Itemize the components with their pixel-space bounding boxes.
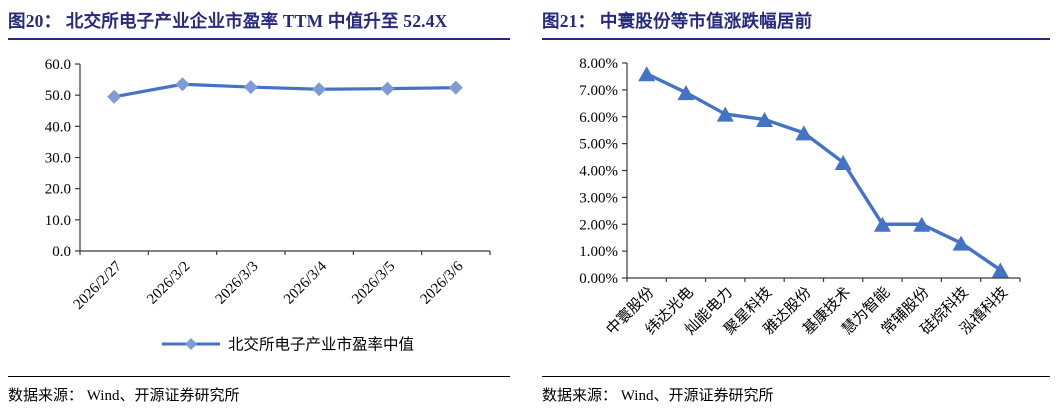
chart-legend: 北交所电子产业市盈率中值 — [162, 336, 414, 354]
svg-text:1.00%: 1.00% — [579, 244, 618, 260]
market-cap-change-line-chart: 0.00% 1.00% 2.00% 3.00% 4.00% 5.00% 6.00% 7.00%… — [579, 56, 1021, 338]
svg-text:0.0: 0.0 — [52, 244, 71, 260]
y-axis-labels: 0.0 10.0 20.0 30.0 40.0 50.0 60.0 — [45, 57, 71, 260]
figure-20-data-source-note: 数据来源： Wind、开源证券研究所 — [8, 376, 510, 405]
x-axis-labels: 2026/2/27 2026/3/2 2026/3/3 2026/3/4 2026/3/… — [71, 258, 467, 313]
svg-text:6.00%: 6.00% — [579, 110, 618, 126]
series-line — [112, 82, 458, 99]
svg-text:2026/2/27: 2026/2/27 — [71, 258, 126, 313]
svg-text:2026/3/2: 2026/3/2 — [144, 259, 193, 308]
svg-text:40.0: 40.0 — [45, 119, 71, 135]
svg-text:4.00%: 4.00% — [579, 164, 618, 180]
legend-label: 北交所电子产业市盈率中值 — [228, 336, 414, 354]
svg-text:5.00%: 5.00% — [579, 137, 618, 153]
svg-text:30.0: 30.0 — [45, 151, 71, 167]
figure-20-title: 图20： 北交所电子产业企业市盈率 TTM 中值升至 52.4X — [8, 6, 510, 40]
figure-21-title: 图21： 中寰股份等市值涨跌幅居前 — [542, 6, 1050, 40]
svg-text:8.00%: 8.00% — [579, 56, 618, 72]
figure-21-data-source-note: 数据来源： Wind、开源证券研究所 — [542, 376, 1050, 405]
axis — [75, 63, 491, 255]
svg-text:2026/3/5: 2026/3/5 — [349, 259, 398, 308]
svg-text:7.00%: 7.00% — [579, 83, 618, 99]
svg-text:2026/3/4: 2026/3/4 — [281, 258, 330, 307]
figure-21-panel: 图21： 中寰股份等市值涨跌幅居前 0.00% 1.00% 2.00% 3.00% 4.… — [530, 0, 1060, 414]
data-point-markers — [638, 66, 1009, 278]
svg-text:50.0: 50.0 — [45, 88, 71, 104]
data-point-markers — [107, 77, 463, 104]
figure-20-panel: 图20： 北交所电子产业企业市盈率 TTM 中值升至 52.4X 0.0 10.0… — [8, 6, 510, 405]
svg-text:60.0: 60.0 — [45, 57, 71, 73]
svg-text:3.00%: 3.00% — [579, 190, 618, 206]
svg-text:2.00%: 2.00% — [579, 217, 618, 233]
axis — [622, 62, 1021, 282]
svg-text:10.0: 10.0 — [45, 213, 71, 229]
svg-text:0.00%: 0.00% — [579, 271, 618, 287]
svg-text:20.0: 20.0 — [45, 182, 71, 198]
svg-text:2026/3/3: 2026/3/3 — [213, 259, 262, 308]
series-line — [644, 72, 1003, 272]
svg-text:2026/3/6: 2026/3/6 — [418, 258, 467, 307]
y-axis-labels: 0.00% 1.00% 2.00% 3.00% 4.00% 5.00% 6.00% 7.00%… — [579, 56, 618, 287]
